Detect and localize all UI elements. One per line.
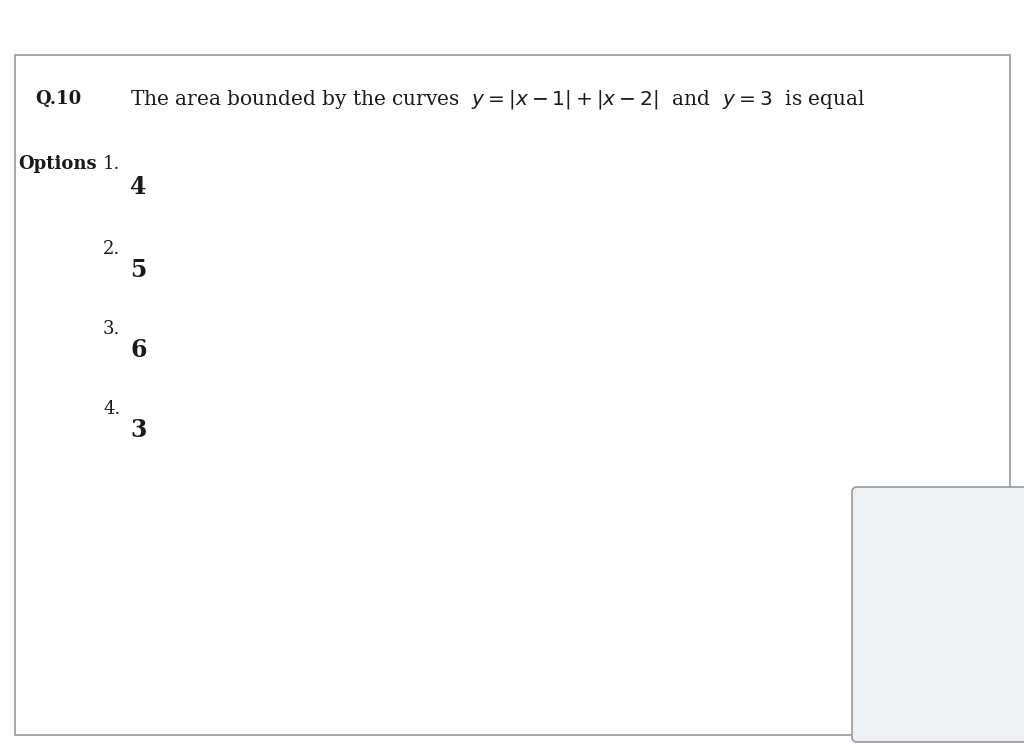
Text: Q.10: Q.10 <box>35 90 81 108</box>
Text: 5: 5 <box>130 258 146 282</box>
Text: 4.: 4. <box>103 400 120 418</box>
Text: 4: 4 <box>130 175 146 199</box>
Text: 3: 3 <box>130 418 146 442</box>
Text: 6: 6 <box>130 338 146 362</box>
Text: 3.: 3. <box>103 320 121 338</box>
Text: The area bounded by the curves  $y=|x-1|+|x-2|$  and  $y=3$  is equal: The area bounded by the curves $y=|x-1|+… <box>130 88 865 111</box>
Text: Options: Options <box>18 155 96 173</box>
Text: 2.: 2. <box>103 240 120 258</box>
FancyBboxPatch shape <box>852 487 1024 742</box>
FancyBboxPatch shape <box>15 55 1010 735</box>
Text: 1.: 1. <box>103 155 121 173</box>
